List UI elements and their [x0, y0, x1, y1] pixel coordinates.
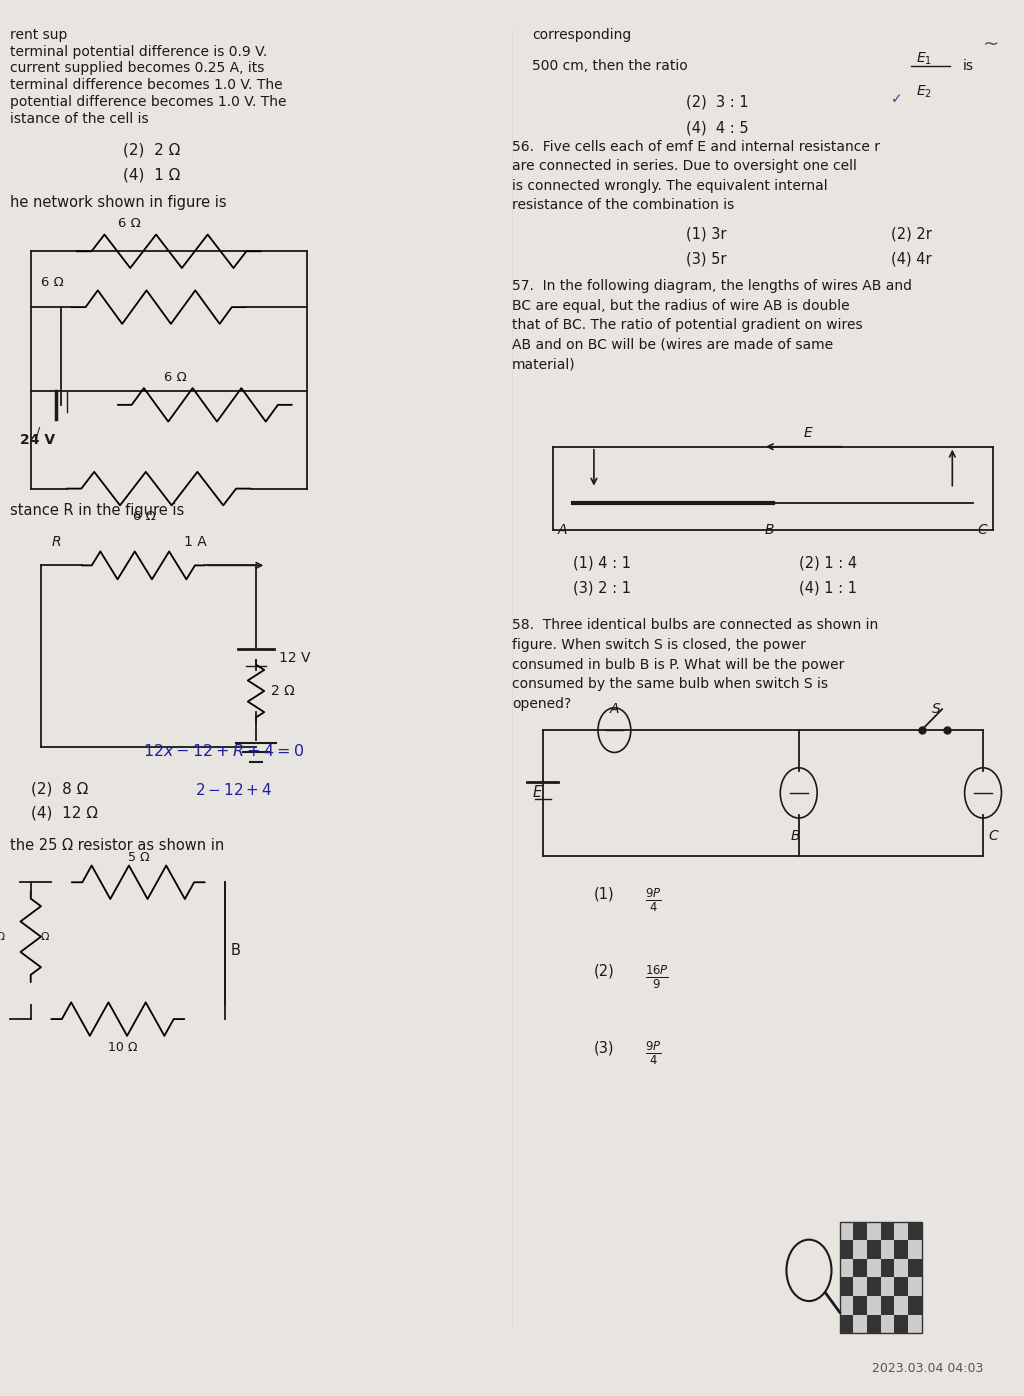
Text: 12 V: 12 V: [279, 651, 310, 664]
Text: (3) 2 : 1: (3) 2 : 1: [573, 581, 632, 596]
Text: (4)  1 Ω: (4) 1 Ω: [123, 168, 180, 183]
Text: $E_1$: $E_1$: [916, 50, 933, 67]
Bar: [894, 1277, 908, 1295]
Text: 57.  In the following diagram, the lengths of wires AB and: 57. In the following diagram, the length…: [512, 279, 912, 293]
Text: is: is: [963, 59, 974, 73]
Text: B: B: [765, 524, 774, 537]
Bar: [867, 1315, 881, 1333]
Bar: [853, 1259, 867, 1277]
Text: (2)  3 : 1: (2) 3 : 1: [686, 95, 749, 110]
Text: ✓: ✓: [891, 92, 902, 106]
Bar: [908, 1259, 922, 1277]
Text: 10 Ω: 10 Ω: [108, 1041, 137, 1054]
Text: istance of the cell is: istance of the cell is: [10, 112, 148, 126]
Text: material): material): [512, 357, 575, 371]
Bar: [894, 1315, 908, 1333]
Bar: [867, 1240, 881, 1259]
Text: 58.  Three identical bulbs are connected as shown in: 58. Three identical bulbs are connected …: [512, 618, 879, 632]
Text: he network shown in figure is: he network shown in figure is: [10, 195, 227, 211]
Bar: [853, 1295, 867, 1315]
Bar: [867, 1277, 881, 1295]
Text: stance R in the figure is: stance R in the figure is: [10, 503, 184, 518]
Text: BC are equal, but the radius of wire AB is double: BC are equal, but the radius of wire AB …: [512, 299, 850, 313]
Text: ~: ~: [983, 35, 999, 54]
Text: are connected in series. Due to oversight one cell: are connected in series. Due to oversigh…: [512, 159, 857, 173]
Text: 2023.03.04 04:03: 2023.03.04 04:03: [871, 1362, 983, 1375]
Text: 2 Ω: 2 Ω: [271, 684, 295, 698]
Text: potential difference becomes 1.0 V. The: potential difference becomes 1.0 V. The: [10, 95, 287, 109]
Text: resistance of the combination is: resistance of the combination is: [512, 198, 734, 212]
Text: A: A: [558, 524, 567, 537]
Text: $\frac{9P}{4}$: $\frac{9P}{4}$: [645, 886, 662, 914]
Text: terminal potential difference is 0.9 V.: terminal potential difference is 0.9 V.: [10, 45, 267, 59]
Text: 6 Ω: 6 Ω: [118, 218, 140, 230]
Bar: [908, 1295, 922, 1315]
Bar: [840, 1315, 853, 1333]
Bar: [840, 1240, 853, 1259]
Text: 6 Ω: 6 Ω: [41, 276, 63, 289]
Text: opened?: opened?: [512, 697, 571, 711]
Text: 5 Ω: 5 Ω: [128, 852, 150, 864]
Bar: [881, 1295, 894, 1315]
Text: E: E: [532, 786, 542, 800]
Text: is connected wrongly. The equivalent internal: is connected wrongly. The equivalent int…: [512, 179, 827, 193]
Text: B: B: [230, 944, 241, 958]
Text: E: E: [804, 426, 813, 440]
Text: consumed in bulb B is P. What will be the power: consumed in bulb B is P. What will be th…: [512, 658, 845, 671]
Bar: [894, 1240, 908, 1259]
Text: C: C: [978, 524, 988, 537]
Text: terminal difference becomes 1.0 V. The: terminal difference becomes 1.0 V. The: [10, 78, 283, 92]
Text: (4)  4 : 5: (4) 4 : 5: [686, 120, 749, 135]
Text: corresponding: corresponding: [532, 28, 632, 42]
Text: (3) 5r: (3) 5r: [686, 251, 727, 267]
Text: $\frac{16P}{9}$: $\frac{16P}{9}$: [645, 963, 669, 991]
Text: figure. When switch S is closed, the power: figure. When switch S is closed, the pow…: [512, 638, 806, 652]
Text: (2)  8 Ω: (2) 8 Ω: [31, 782, 88, 797]
Text: (4) 4r: (4) 4r: [891, 251, 932, 267]
Text: current supplied becomes 0.25 A, its: current supplied becomes 0.25 A, its: [10, 61, 264, 75]
Text: S: S: [932, 702, 941, 716]
Bar: [853, 1222, 867, 1240]
Text: (2): (2): [594, 963, 614, 979]
Text: R: R: [51, 535, 60, 549]
Text: the 25 Ω resistor as shown in: the 25 Ω resistor as shown in: [10, 838, 224, 853]
Bar: [840, 1277, 853, 1295]
Text: 6 Ω: 6 Ω: [133, 510, 156, 522]
Text: 25 Ω: 25 Ω: [0, 931, 5, 942]
Text: Ω: Ω: [41, 931, 49, 942]
Text: rent sup: rent sup: [10, 28, 68, 42]
Text: C: C: [988, 829, 998, 843]
Text: $E_2$: $E_2$: [916, 84, 933, 101]
Text: (1) 4 : 1: (1) 4 : 1: [573, 556, 632, 571]
Text: $\frac{9P}{4}$: $\frac{9P}{4}$: [645, 1040, 662, 1068]
Text: (4) 1 : 1: (4) 1 : 1: [799, 581, 857, 596]
Text: 500 cm, then the ratio: 500 cm, then the ratio: [532, 59, 688, 73]
Text: (1): (1): [594, 886, 614, 902]
Text: $\it{12x - 12 + R + 4 = 0}$: $\it{12x - 12 + R + 4 = 0}$: [143, 743, 304, 758]
Text: A: A: [609, 702, 618, 716]
Text: /: /: [36, 426, 40, 438]
Text: (2)  2 Ω: (2) 2 Ω: [123, 142, 180, 158]
Bar: [908, 1222, 922, 1240]
Text: (3): (3): [594, 1040, 614, 1055]
Text: (4)  12 Ω: (4) 12 Ω: [31, 805, 97, 821]
Text: 1 A: 1 A: [184, 535, 207, 549]
Bar: [840, 1222, 922, 1333]
Text: B: B: [791, 829, 800, 843]
Bar: [881, 1222, 894, 1240]
Text: that of BC. The ratio of potential gradient on wires: that of BC. The ratio of potential gradi…: [512, 318, 862, 332]
Text: consumed by the same bulb when switch S is: consumed by the same bulb when switch S …: [512, 677, 828, 691]
Text: 56.  Five cells each of emf E and internal resistance r: 56. Five cells each of emf E and interna…: [512, 140, 880, 154]
Text: (2) 2r: (2) 2r: [891, 226, 932, 242]
Text: (2) 1 : 4: (2) 1 : 4: [799, 556, 857, 571]
Text: AB and on BC will be (wires are made of same: AB and on BC will be (wires are made of …: [512, 338, 834, 352]
Text: (1) 3r: (1) 3r: [686, 226, 727, 242]
Text: 6 Ω: 6 Ω: [164, 371, 186, 384]
Text: $\it{2 - 12 + 4}$: $\it{2 - 12 + 4}$: [195, 782, 272, 797]
Text: 24 V: 24 V: [20, 433, 55, 447]
Bar: [881, 1259, 894, 1277]
